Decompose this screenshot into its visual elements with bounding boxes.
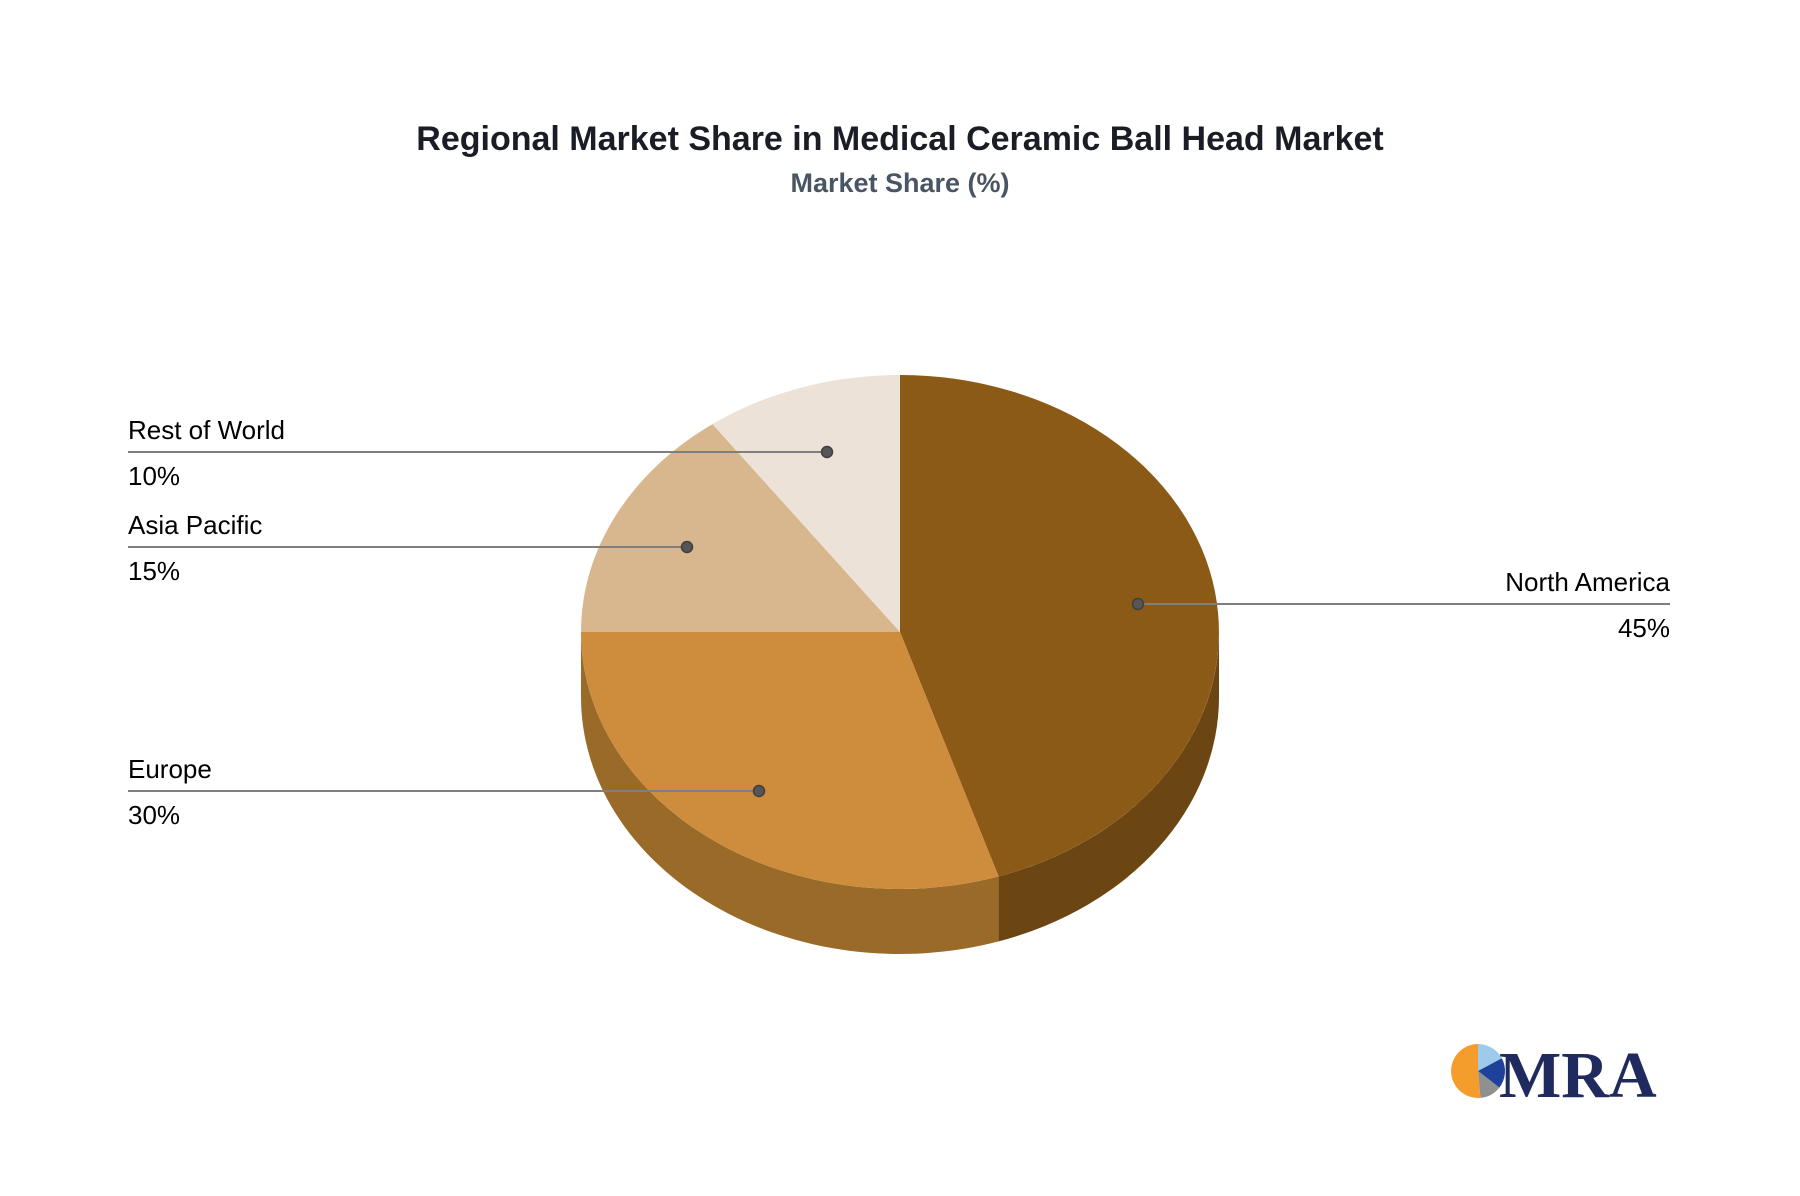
chart-subtitle: Market Share (%) [790, 168, 1010, 198]
slice-label-europe: Europe [128, 754, 212, 784]
pie-side-europe [581, 632, 999, 954]
pie-slice-europe [581, 632, 999, 889]
slice-pct-asia-pacific: 15% [128, 556, 181, 586]
slice-label-rest-of-world: Rest of World [128, 415, 286, 445]
slice-label-north-america: North America [1505, 567, 1670, 597]
pie-slice-asia-pacific [581, 424, 900, 632]
leader-dot-north-america [1131, 597, 1145, 611]
logo-pie-slice-gray [1478, 1071, 1500, 1098]
slice-label-asia-pacific: Asia Pacific [128, 510, 263, 540]
pie-slice-north-america [900, 375, 1219, 877]
logo-pie-icon [1451, 1044, 1505, 1098]
logo-wordmark: MRA [1499, 1039, 1657, 1112]
logo-pie-slice-orange [1451, 1044, 1481, 1098]
leader-dot-europe [752, 784, 766, 798]
chart-title: Regional Market Share in Medical Ceramic… [416, 120, 1384, 158]
leader-dot-rest-of-world [820, 445, 834, 459]
slice-pct-europe: 30% [128, 800, 181, 830]
logo-pie-slice-lightblue [1478, 1044, 1502, 1071]
slice-pct-north-america: 45% [1617, 613, 1670, 643]
pie-slice-rest-of-world [712, 375, 900, 632]
pie-side-north-america [998, 632, 1219, 942]
logo-pie-slice-navy [1478, 1058, 1505, 1088]
slice-pct-rest-of-world: 10% [128, 461, 181, 491]
leader-dot-asia-pacific [680, 540, 694, 554]
